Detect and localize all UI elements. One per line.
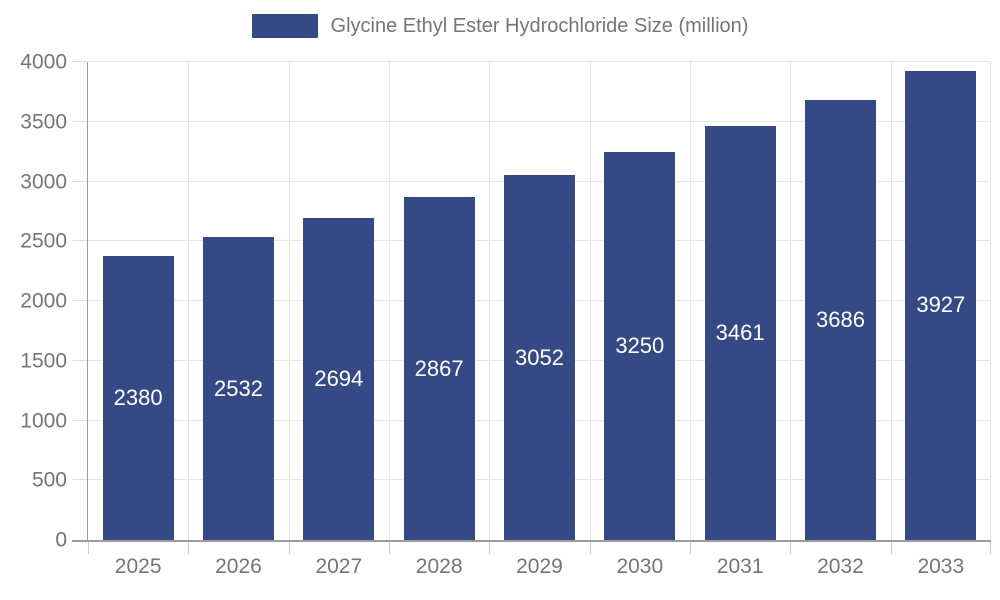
bar-value-label: 3686 [816,306,865,332]
x-axis-tick [790,542,792,554]
bar-group: 3250 2030 [590,62,690,578]
plot-area: 0 500 1000 1500 2000 2500 3000 3500 4000 2380 2025… [20,52,991,578]
y-grid-line [88,61,991,62]
x-axis-tick-label: 2025 [114,555,162,578]
x-axis-tick-label: 2027 [315,555,363,578]
x-axis-tick [890,542,892,554]
bar-2029[interactable]: 3052 [503,175,576,540]
bar-value-label: 2532 [214,375,263,401]
y-axis-tick-label: 2000 [20,289,67,313]
bar-group: 2532 2026 [188,62,288,578]
x-axis-tick-label: 2029 [516,555,563,578]
bar-group: 3927 2033 [891,62,991,578]
bar-value-label: 3927 [916,292,966,318]
x-grid-line [689,62,691,540]
bar-group: 3461 2031 [690,62,790,578]
x-grid-line [589,62,591,540]
legend-item[interactable]: Glycine Ethyl Ester Hydrochloride Size (… [0,14,1000,38]
y-axis-tick-label: 500 [31,468,67,492]
bar-2030[interactable]: 3250 [604,151,676,540]
bar-2028[interactable]: 2867 [403,197,475,540]
x-axis-tick [689,542,691,554]
x-axis-tick-label: 2030 [616,555,664,578]
x-grid-line [188,62,190,540]
bar-value-label: 3250 [615,332,665,358]
bar-value-label: 2867 [414,355,464,381]
y-axis-tick [72,300,87,301]
x-axis-tick [589,542,591,554]
y-axis-tick [72,61,87,62]
bar-value-label: 2694 [314,366,364,392]
x-grid-line [489,62,491,540]
bar-value-label: 3052 [515,344,564,370]
bar-group: 3052 2029 [489,62,589,578]
x-axis-tick [188,542,190,554]
y-axis-tick [72,240,87,242]
y-axis-tick [72,479,87,481]
x-axis-tick [88,542,89,554]
x-axis-tick-label: 2028 [415,555,463,578]
y-axis-tick-label: 1500 [20,349,67,373]
y-grid-line [88,120,991,122]
y-axis-tick-label: 4000 [20,50,67,74]
bar-2027[interactable]: 2694 [303,218,375,540]
x-axis-tick-label: 2026 [215,555,262,578]
bar-2033[interactable]: 3927 [905,70,977,540]
x-grid-line [288,62,290,540]
bar-value-label: 2380 [113,384,163,410]
legend-label: Glycine Ethyl Ester Hydrochloride Size (… [330,14,749,37]
bar-2026[interactable]: 2532 [202,237,275,540]
y-axis-tick [72,120,87,122]
x-axis-tick [288,542,290,554]
y-axis-tick-label: 0 [55,528,67,552]
y-axis-tick [72,419,87,421]
bar-value-label: 3461 [715,320,765,346]
y-axis-tick-label: 3500 [20,110,67,134]
bar-2025[interactable]: 2380 [102,255,174,540]
legend-swatch [251,14,318,38]
y-axis-tick-label: 2500 [20,229,67,253]
x-grid-line [790,62,792,540]
y-axis-tick-label: 3000 [20,170,67,193]
bar-group: 3686 2032 [790,62,890,578]
y-axis-tick [72,359,87,361]
bar-group: 2694 2027 [289,62,389,578]
x-axis-tick [489,542,491,554]
x-grid-line [990,62,991,540]
y-axis-tick-label: 1000 [20,409,67,432]
x-grid-line [890,62,892,540]
bar-group: 2867 2028 [389,62,489,578]
x-grid-line [388,62,390,540]
x-axis-tick [990,542,991,554]
y-axis-tick [72,180,87,182]
bar-2031[interactable]: 3461 [704,126,776,540]
bar-group: 2380 2025 [88,62,188,578]
x-axis-tick-label: 2033 [917,555,965,578]
x-axis-line [72,540,88,542]
x-axis-tick [388,542,390,554]
bar-2032[interactable]: 3686 [804,99,877,540]
x-axis-tick-label: 2032 [817,555,864,578]
x-axis-tick-label: 2031 [716,555,764,578]
